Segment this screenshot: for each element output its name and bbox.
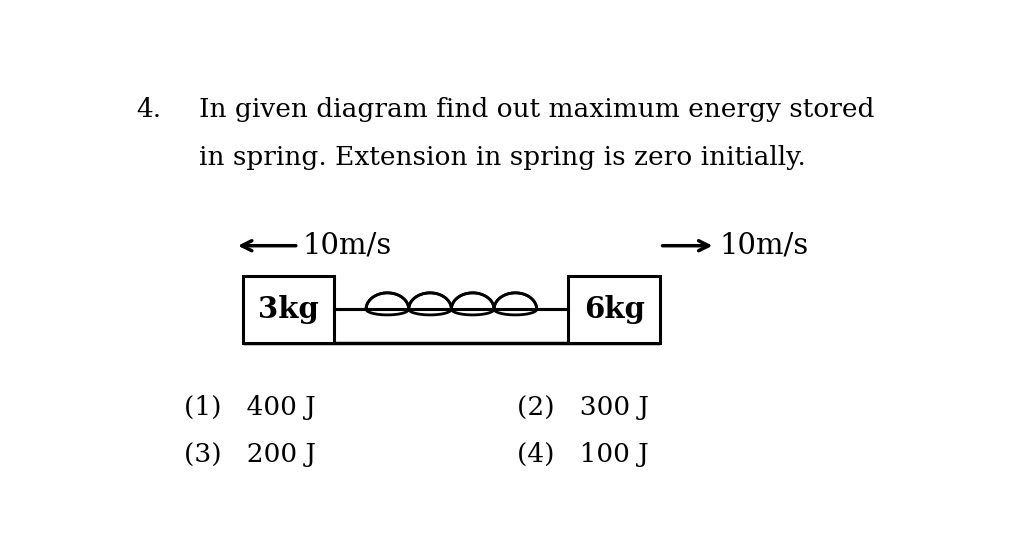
Bar — [243, 276, 334, 343]
Bar — [568, 276, 659, 343]
Text: in spring. Extension in spring is zero initially.: in spring. Extension in spring is zero i… — [200, 145, 806, 169]
Bar — [362, 309, 541, 330]
Text: In given diagram find out maximum energy stored: In given diagram find out maximum energy… — [200, 97, 874, 122]
Text: 3kg: 3kg — [258, 295, 319, 324]
Text: (4)   100 J: (4) 100 J — [517, 442, 648, 467]
Text: (3)   200 J: (3) 200 J — [183, 442, 315, 467]
Text: 6kg: 6kg — [584, 295, 644, 324]
Text: 10m/s: 10m/s — [719, 232, 809, 260]
Text: (2)   300 J: (2) 300 J — [517, 395, 649, 420]
Text: 10m/s: 10m/s — [303, 232, 392, 260]
Text: (1)   400 J: (1) 400 J — [183, 395, 315, 420]
Text: 4.: 4. — [136, 97, 161, 122]
